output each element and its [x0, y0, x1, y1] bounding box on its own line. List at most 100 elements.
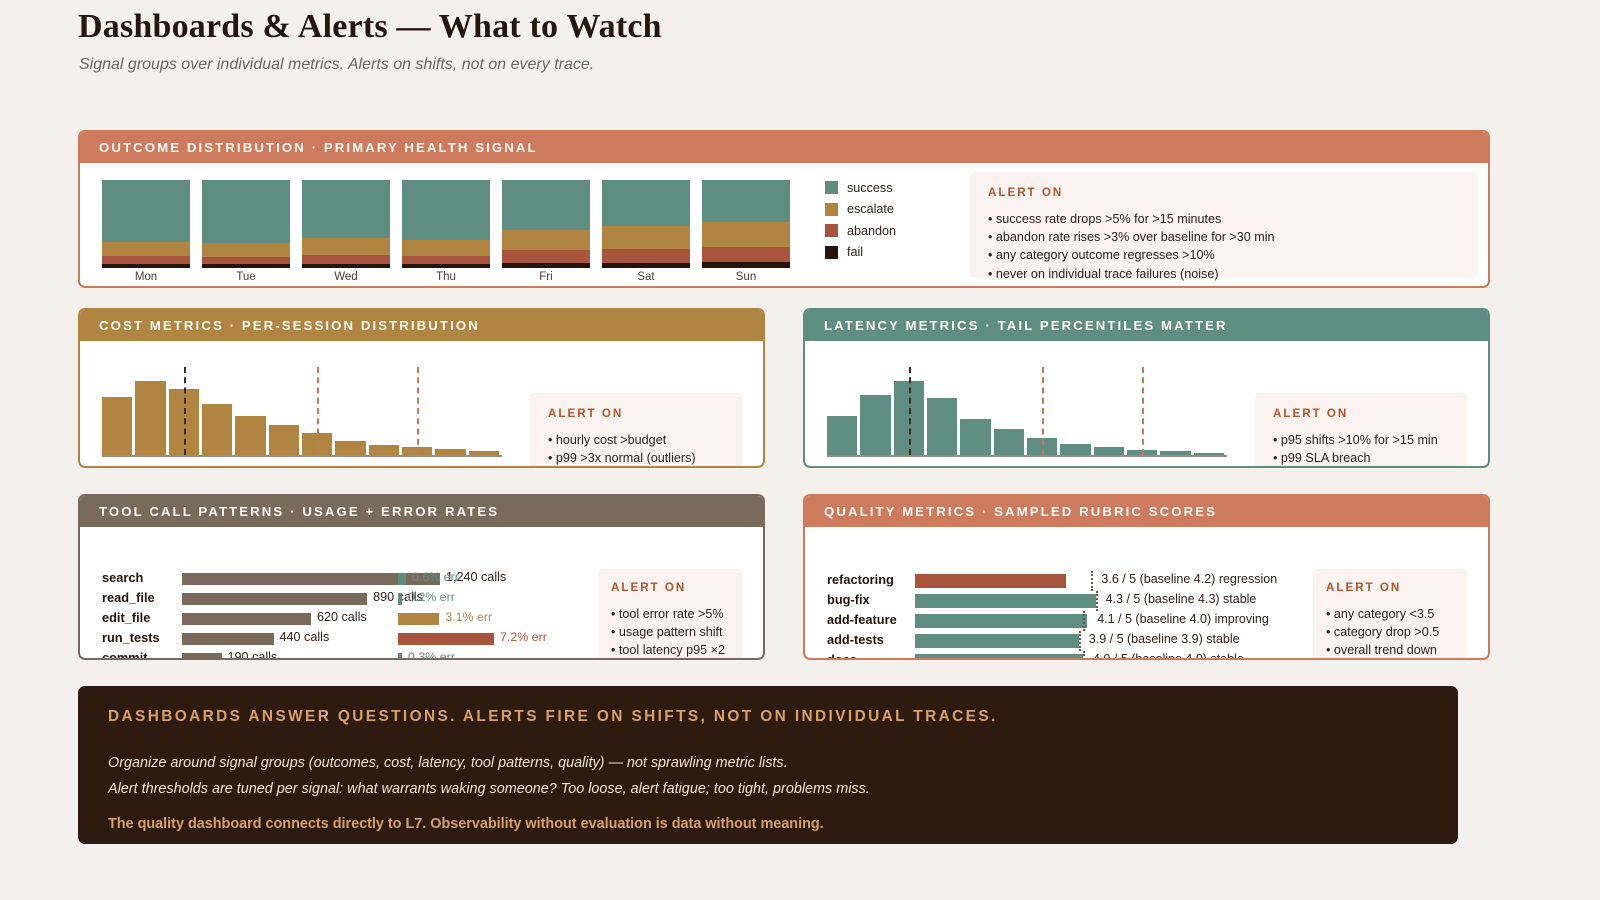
legend-row: fail	[825, 242, 896, 264]
outcome-segment-success	[202, 180, 290, 244]
outcome-stack-column: Tue	[202, 180, 290, 283]
tool-error-label: 0.6% err	[412, 570, 459, 584]
cost-histogram: p50 $0.04p95 $0.28p99 $0.72	[102, 367, 502, 466]
tool-calls-label: 190 calls	[227, 650, 278, 660]
latency-histogram: p50 3.2sp95 14sp99 42s	[827, 367, 1227, 466]
quality-score-label: 4.3 / 5 (baseline 4.3) stable	[1105, 592, 1257, 606]
quality-score-bar	[915, 654, 1083, 658]
alert-item: never on individual trace failures (nois…	[988, 265, 1464, 283]
outcome-segment-success	[102, 180, 190, 242]
tool-error-label: 0.2% err	[408, 590, 455, 604]
outcome-day-label: Thu	[436, 271, 456, 283]
outcome-stack-column: Fri	[502, 180, 590, 283]
outcome-segment-abandon	[602, 248, 690, 263]
alert-title: ALERT ON	[1326, 581, 1402, 594]
alert-item-list: any category <3.5category drop >0.5overa…	[1326, 605, 1457, 658]
histogram-bar	[960, 418, 991, 455]
alert-box-tool: ALERT ON tool error rate >5%usage patter…	[598, 569, 742, 658]
callout-bold-line: The quality dashboard connects directly …	[108, 816, 824, 832]
legend-label: fail	[847, 245, 864, 260]
alert-item: p99 >3x normal (outliers)	[548, 449, 728, 466]
quality-row: docs 4.0 / 5 (baseline 4.0) stable	[805, 651, 1315, 660]
alert-box-quality: ALERT ON any category <3.5category drop …	[1313, 569, 1467, 658]
histogram-axis	[827, 455, 1227, 457]
callout-line: Alert thresholds are tuned per signal: w…	[108, 781, 870, 797]
outcome-segment-fail	[202, 263, 290, 268]
alert-title: ALERT ON	[611, 581, 687, 594]
outcome-segment-escalate	[102, 241, 190, 256]
percentile-line-p95	[317, 367, 320, 455]
quality-category-name: refactoring	[827, 572, 894, 587]
tool-row: run_tests 440 calls 7.2% err	[80, 629, 600, 649]
outcome-segment-fail	[502, 262, 590, 268]
tool-name: read_file	[102, 590, 155, 605]
outcome-segment-escalate	[502, 230, 590, 251]
legend-swatch	[825, 202, 838, 216]
quality-category-name: docs	[827, 652, 857, 660]
tool-error-bar	[398, 593, 402, 605]
percentile-line-p50	[908, 367, 911, 455]
alert-box-outcome: ALERT ON success rate drops >5% for >15 …	[970, 172, 1478, 281]
outcome-segment-escalate	[702, 222, 790, 247]
histogram-bar	[235, 416, 266, 455]
alert-item-list: p95 shifts >10% for >15 minp99 SLA breac…	[1273, 431, 1453, 466]
callout-heading: DASHBOARDS ANSWER QUESTIONS. ALERTS FIRE…	[108, 708, 998, 725]
tool-name: edit_file	[102, 610, 151, 625]
outcome-segment-escalate	[302, 238, 390, 255]
outcome-day-label: Mon	[134, 271, 158, 283]
outcome-segment-abandon	[302, 254, 390, 264]
outcome-segment-abandon	[402, 255, 490, 264]
tool-name: search	[102, 570, 144, 585]
histogram-bar	[202, 403, 233, 455]
alert-item: overall trend down	[1326, 641, 1457, 658]
panel-tool-call-patterns: TOOL CALL PATTERNS · USAGE + ERROR RATES…	[78, 494, 765, 660]
alert-item: p95 shifts >10% for >15 min	[1273, 431, 1453, 449]
outcome-stack-column: Thu	[402, 180, 490, 283]
histogram-bar	[1193, 452, 1224, 455]
legend-swatch	[825, 245, 838, 259]
percentile-line-p95	[1042, 367, 1045, 455]
alert-item: p50 rising >15% week-over-week	[548, 467, 728, 468]
callout-summary: DASHBOARDS ANSWER QUESTIONS. ALERTS FIRE…	[78, 686, 1458, 844]
legend-label: abandon	[847, 223, 897, 238]
alert-item: tool latency p95 ×2	[611, 641, 732, 658]
outcome-stack-column: Wed	[302, 180, 390, 283]
outcome-segment-fail	[702, 261, 790, 268]
quality-row: refactoring 3.6 / 5 (baseline 4.2) regres…	[805, 571, 1315, 591]
legend-row: abandon	[825, 220, 896, 242]
callout-lines: Organize around signal groups (outcomes,…	[108, 750, 1428, 802]
tool-error-label: 0.3% err	[408, 650, 455, 660]
outcome-segment-success	[602, 180, 690, 226]
tool-row: edit_file 620 calls 3.1% err	[80, 609, 600, 629]
quality-row: bug-fix 4.3 / 5 (baseline 4.3) stable	[805, 591, 1315, 611]
legend-row: success	[825, 177, 896, 199]
alert-item-list: hourly cost >budgetp99 >3x normal (outli…	[548, 431, 728, 468]
outcome-segment-abandon	[202, 256, 290, 264]
histogram-bar	[1060, 443, 1091, 455]
histogram-bar	[135, 381, 166, 455]
tool-calls-bar	[182, 613, 311, 625]
alert-title: ALERT ON	[548, 407, 624, 420]
legend-swatch	[825, 181, 838, 195]
quality-category-name: bug-fix	[827, 592, 870, 607]
tool-name: commit	[102, 650, 148, 660]
outcome-segment-success	[302, 180, 390, 239]
outcome-day-label: Sun	[735, 271, 757, 283]
tool-row: commit 190 calls 0.3% err	[80, 649, 600, 660]
alert-title: ALERT ON	[988, 186, 1064, 199]
alert-item: p99 SLA breach	[1273, 449, 1453, 466]
tool-calls-bar	[182, 633, 274, 645]
histogram-bar	[827, 415, 858, 455]
histogram-bar	[368, 445, 399, 455]
tool-calls-label: 1,240 calls	[446, 570, 507, 584]
quality-baseline-marker	[1083, 651, 1085, 658]
percentile-line-p99	[417, 367, 420, 455]
panel-latency-metrics: LATENCY METRICS · TAIL PERCENTILES MATTE…	[803, 308, 1490, 468]
page-subtitle: Signal groups over individual metrics. A…	[79, 56, 595, 73]
alert-title: ALERT ON	[1273, 407, 1349, 420]
outcome-day-label: Tue	[236, 271, 256, 283]
quality-category-name: add-tests	[827, 632, 884, 647]
quality-row: add-tests 3.9 / 5 (baseline 3.9) stable	[805, 631, 1315, 651]
outcome-segment-success	[402, 180, 490, 240]
